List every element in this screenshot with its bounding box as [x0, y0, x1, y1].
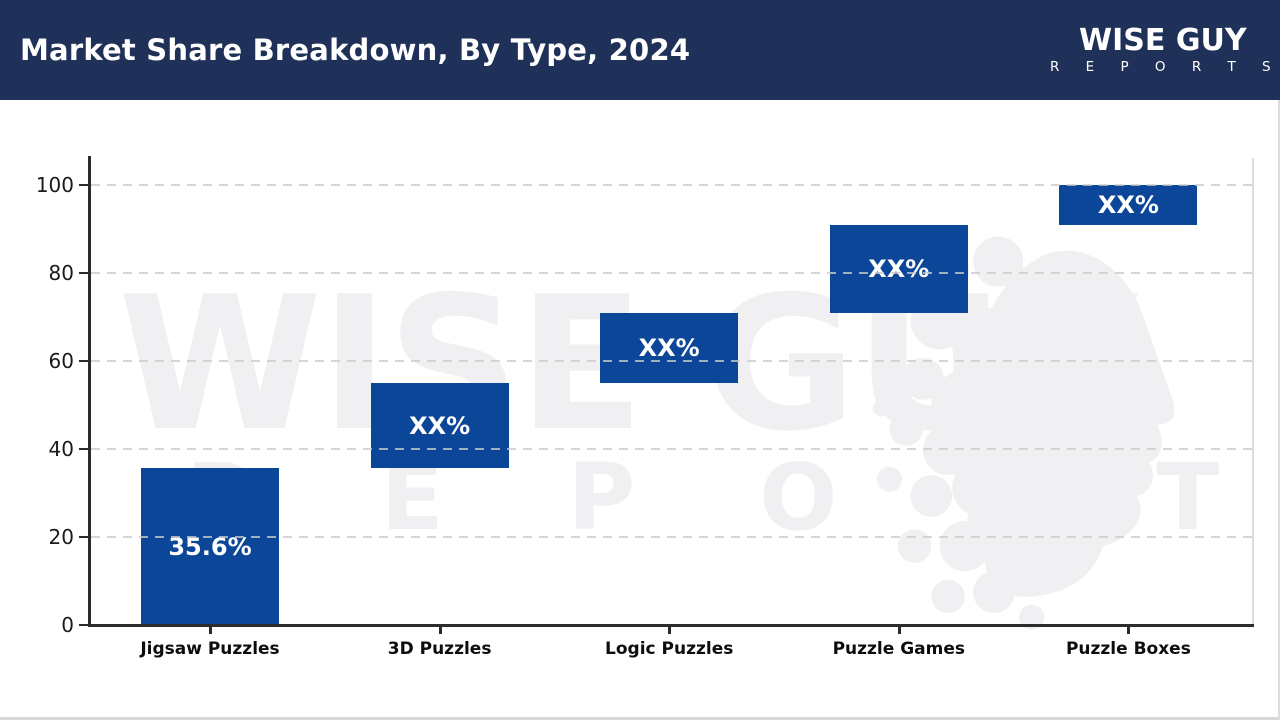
brand-wordmark: WISE GUY	[1079, 22, 1247, 58]
x-tick-mark	[438, 627, 442, 634]
bar-value-label: XX%	[409, 411, 471, 440]
bar-jigsaw-puzzles: 35.6%	[141, 468, 279, 625]
bar-3d-puzzles: XX%	[370, 383, 509, 469]
gridline-40	[91, 448, 1252, 450]
y-tick-label: 60	[48, 349, 74, 373]
x-axis-spine	[88, 624, 1254, 627]
x-tick-label-3: Logic Puzzles	[605, 639, 734, 659]
y-tick-mark	[79, 624, 88, 626]
bar-value-label: XX%	[1097, 190, 1159, 219]
brand-logo: WISE GUY R E P O R T S	[1044, 0, 1280, 100]
y-tick-mark	[79, 536, 88, 538]
bar-value-label: XX%	[868, 254, 930, 283]
y-tick-mark	[79, 272, 88, 274]
y-tick-mark	[79, 360, 88, 362]
bar-logic-puzzles: XX%	[600, 312, 739, 383]
y-tick-label: 40	[48, 437, 74, 461]
brand-wordmark-block: WISE GUY R E P O R T S	[1044, 22, 1280, 75]
gridline-60	[91, 360, 1252, 362]
page-title: Market Share Breakdown, By Type, 2024	[20, 33, 691, 67]
x-tick-mark	[209, 627, 212, 634]
header: Market Share Breakdown, By Type, 2024 WI…	[0, 0, 1280, 100]
x-tick-label-5: Puzzle Boxes	[1065, 639, 1191, 659]
x-tick-mark	[897, 627, 901, 634]
y-tick-label: 0	[61, 613, 74, 637]
right-spine	[1252, 158, 1254, 625]
gridline-80	[91, 272, 1252, 274]
gridline-100	[91, 184, 1252, 186]
gridline-20	[91, 536, 1252, 538]
x-tick-label-1: Jigsaw Puzzles	[140, 639, 280, 659]
y-tick-mark	[79, 448, 88, 450]
y-axis-spine	[88, 156, 91, 627]
x-tick-label-2: 3D Puzzles	[387, 639, 492, 659]
x-tick-mark	[1127, 627, 1131, 634]
right-border	[1278, 100, 1280, 720]
y-tick-label: 80	[48, 261, 74, 285]
y-tick-mark	[79, 184, 88, 186]
y-tick-label: 20	[48, 525, 74, 549]
bar-puzzle-boxes: XX%	[1059, 185, 1198, 225]
bar-value-label: XX%	[638, 333, 700, 362]
bar-puzzle-games: XX%	[829, 224, 968, 313]
brand-reports-line: R E P O R T S	[1050, 58, 1280, 75]
y-tick-label: 100	[35, 173, 74, 197]
bottom-border	[0, 717, 1280, 720]
x-tick-label-4: Puzzle Games	[832, 639, 965, 659]
x-tick-mark	[668, 627, 672, 634]
